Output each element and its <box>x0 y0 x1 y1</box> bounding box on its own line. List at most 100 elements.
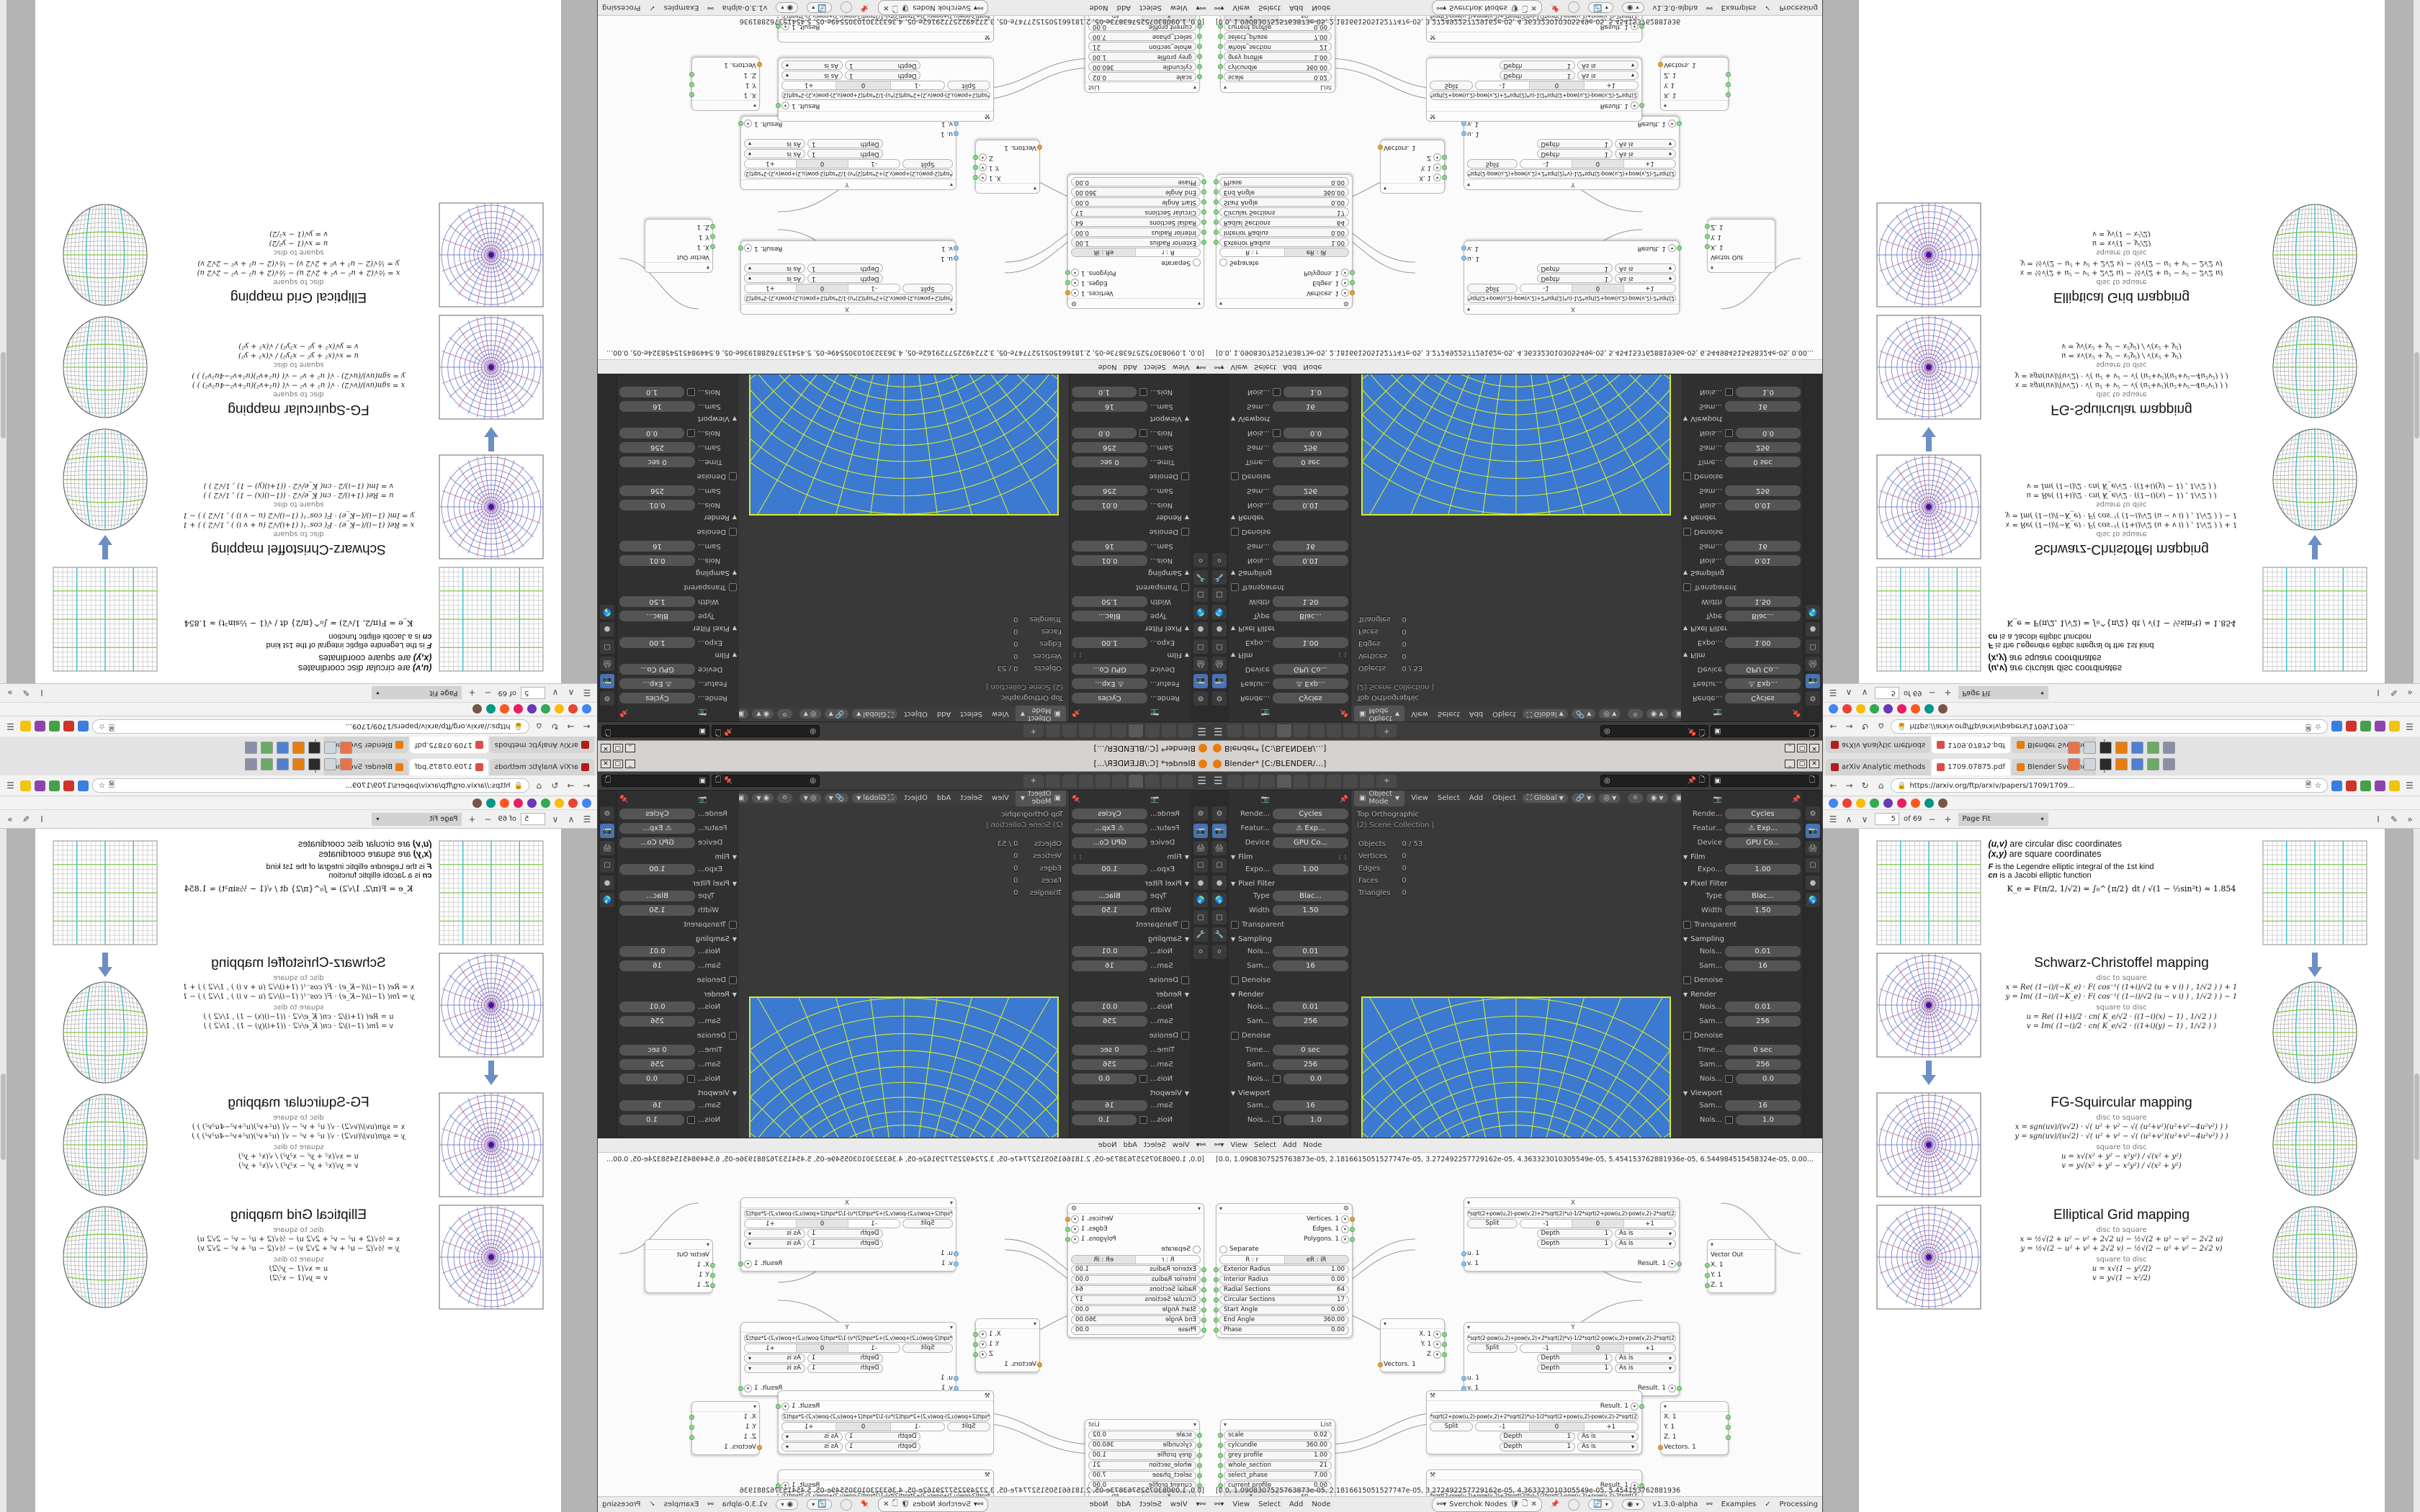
torus-param-end-angle[interactable]: End Angle 360.00 <box>1214 1315 1352 1325</box>
formula-x2-split-row[interactable]: Split -1 0 +1 <box>779 1421 993 1431</box>
formula-x2-depth-value-1[interactable]: 1 <box>1567 72 1571 79</box>
formula-x-dim-minus1[interactable]: -1 <box>1520 284 1572 293</box>
viewport-noise-row-2[interactable]: Nois... 1.0 <box>619 1114 737 1126</box>
socket-formula-y-u[interactable] <box>954 1375 959 1381</box>
viewport-samples-row[interactable]: Sam... 16 <box>1231 400 1348 413</box>
highlight-tool-icon[interactable]: ✎ <box>22 814 30 824</box>
formula-x2-depth-row-2[interactable]: Depth 1 As is ▾ <box>779 60 993 71</box>
pin-icon[interactable]: 📌 <box>1791 708 1801 716</box>
node-menu-node[interactable]: Node <box>1098 1141 1117 1149</box>
render-denoise-row[interactable]: Denoise <box>1072 470 1189 482</box>
formula-x2-dim-minus1[interactable]: -1 <box>889 1422 944 1431</box>
render-engine-value[interactable]: Cycles <box>1072 693 1147 703</box>
render-samples2-row-2[interactable]: Sam... 256 <box>619 1058 737 1071</box>
sverchok-node-editor[interactable]: ⚯▾ View Select Add Node [0.0, 1.09083075… <box>1210 0 1822 374</box>
zoom-level-select[interactable]: Page Fit ▾ <box>372 812 462 826</box>
formula-x-depth-row-2[interactable]: Depth 1 As is ▾ <box>1464 264 1679 274</box>
render-samples-value[interactable]: 256 <box>1072 1016 1147 1027</box>
formula-x-expression[interactable]: 1/2*sqrt(2+pow(u,2)-pow(v,2)+2*sqrt(2)*u… <box>744 1208 953 1218</box>
chevron-down-icon[interactable]: ▾ <box>1341 1225 1349 1233</box>
pdf-scrollbar-thumb[interactable] <box>2414 1074 2419 1160</box>
socket-exterior-radius[interactable] <box>1214 240 1219 246</box>
formula-x-dim-plus1[interactable]: +1 <box>1645 284 1654 292</box>
section-pixel-filter[interactable]: ▼ Pixel Filter <box>1072 624 1189 632</box>
node-formula-x[interactable]: ▾ X 1/2*sqrt(2+pow(u,2)-pow(v,2)+2*sqrt(… <box>738 1197 959 1272</box>
tab-sculpting[interactable] <box>1260 724 1275 738</box>
node-menu-add[interactable]: Add <box>1123 363 1137 371</box>
formula-x-expression-row[interactable]: 1/2*sqrt(2+pow(u,2)-pow(v,2)+2*sqrt(2)*u… <box>1464 1208 1679 1218</box>
render-denoise-row-2[interactable]: Denoise <box>1683 1030 1801 1042</box>
render-noise-row-2[interactable]: Nois... 0.01 <box>619 1001 737 1013</box>
start-angle-value[interactable]: 0.00 <box>1331 199 1345 206</box>
socket-end-angle[interactable] <box>1214 189 1219 195</box>
socket-end-angle[interactable] <box>1214 1317 1219 1323</box>
socket-list-1[interactable] <box>1218 64 1223 70</box>
viewport-noise-checkbox[interactable] <box>1273 388 1281 396</box>
node-tree-selector[interactable]: ⚯▾ Sverchok Nodes 🛡 🗋 ✕ <box>1431 0 1542 15</box>
tab-texture-paint[interactable] <box>1046 724 1060 738</box>
editor-type-icon[interactable]: 📷 <box>1260 796 1270 804</box>
chevron-down-icon[interactable]: ▾ <box>1467 1324 1471 1331</box>
formula-y-depth-value-1[interactable]: 1 <box>1604 150 1608 158</box>
render-noise2-value[interactable]: 0.0 <box>1283 428 1348 438</box>
dock-icon-settings[interactable] <box>2146 742 2159 755</box>
vector-out-2-y[interactable]: Y. 1 <box>1661 80 1731 90</box>
view-layer-properties-icon[interactable]: ☐ <box>1193 639 1208 654</box>
render-samples-value[interactable]: 256 <box>1273 1016 1348 1027</box>
double-chevron-right-icon[interactable]: » <box>2407 814 2413 824</box>
socket-vecout-z[interactable] <box>1705 1282 1710 1288</box>
circular-sections-value[interactable]: 17 <box>1075 209 1083 216</box>
node-vector-out-2[interactable]: ▾ X. 1 Y. 1 Z. 1 <box>1658 1401 1731 1455</box>
sampling-noise-row-2[interactable]: Nois... 0.01 <box>1683 554 1801 567</box>
chevron-down-icon[interactable]: ▾ <box>706 264 709 271</box>
node-menu-view[interactable]: View <box>1230 363 1248 371</box>
viewport-shading-wireframe[interactable]: ⚪ <box>777 709 792 719</box>
viewport-samples-row[interactable]: Sam... 16 <box>1072 1099 1189 1112</box>
render-noise-row[interactable]: Nois... 0.01 <box>1231 499 1348 511</box>
formula-x-depth-value-1[interactable]: 1 <box>812 275 816 282</box>
sampling-samples-value-2[interactable]: 16 <box>1725 960 1801 971</box>
extension-icon-5[interactable] <box>2389 780 2400 791</box>
editor-type-icon-footer[interactable]: ⚯▾ <box>1214 1500 1224 1508</box>
bookmark-icon-2[interactable] <box>1842 798 1852 808</box>
bookmark-icon-6[interactable] <box>1897 798 1906 808</box>
bookmark-icon-5[interactable] <box>527 704 537 714</box>
node-vector-out-header[interactable]: ▾ <box>645 262 712 272</box>
vector-in-out-y[interactable]: Y. 1 ▾ <box>1381 163 1447 173</box>
formula-x2-dim-plus1[interactable]: +1 <box>1606 81 1616 89</box>
render-time-row-2[interactable]: Time... 0 sec <box>619 1044 737 1056</box>
vector-out-2-vectors[interactable]: Vectors. 1 <box>1658 1442 1728 1452</box>
footer-menu-add[interactable]: Add <box>1116 1500 1131 1508</box>
render-noise2-row[interactable]: Nois... 0.0 <box>1231 1073 1348 1085</box>
copy-icon[interactable]: 🗋 <box>1522 1500 1528 1508</box>
output-properties-icon[interactable]: 🖨 <box>1193 841 1208 855</box>
node-formula-x2-header[interactable]: ⚒ <box>779 1391 993 1401</box>
noise2-checkbox-2[interactable] <box>687 429 695 437</box>
render-engine-value[interactable]: Cycles <box>1273 693 1348 703</box>
output-properties-icon[interactable]: 🖨 <box>600 841 614 855</box>
scene-selector[interactable]: ◎ 📌 🗋 <box>1600 725 1708 737</box>
torus-param-start-angle[interactable]: Start Angle 0.00 <box>1214 1305 1352 1315</box>
tab-shading[interactable] <box>1095 724 1110 738</box>
render-samples-row-2[interactable]: Sam... 256 <box>1683 485 1801 497</box>
formula-y-depth-value-2[interactable]: 1 <box>812 140 816 148</box>
torus-param-interior-radius[interactable]: Interior Radius 0.00 <box>1068 1274 1206 1284</box>
filter-type-value-2[interactable]: Blac... <box>619 611 695 621</box>
examples-button[interactable]: Examples <box>1721 4 1757 12</box>
filter-width-value-2[interactable]: 1.50 <box>1725 905 1801 916</box>
bookmark-icon-3[interactable] <box>1856 704 1865 714</box>
transparent-checkbox-2[interactable] <box>1683 921 1691 929</box>
extension-icon-4[interactable] <box>35 721 45 732</box>
render-samples-row-2[interactable]: Sam... 256 <box>1683 1015 1801 1027</box>
node-tree-selector[interactable]: ⚯▾ Sverchok Nodes 🛡 🗋 ✕ <box>1431 1497 1542 1512</box>
vector-out-in-y[interactable]: Y. 1 <box>1705 232 1775 242</box>
socket-phase[interactable] <box>1214 179 1219 185</box>
view-layer-selector[interactable]: ▣ 🗋 <box>1711 775 1819 787</box>
sampling-noise-row[interactable]: Nois... 0.01 <box>1072 554 1189 567</box>
formula-x-depth-mode-2[interactable]: As is <box>1619 1240 1634 1247</box>
footer-menu-view[interactable]: View <box>1232 1500 1250 1508</box>
viewport-noise-value[interactable]: 1.0 <box>1072 1115 1137 1125</box>
sampling-samples-value[interactable]: 16 <box>1273 960 1348 971</box>
dock-icon-settings[interactable] <box>2146 757 2159 770</box>
editor-type-icon[interactable]: 📷 <box>1713 796 1722 804</box>
